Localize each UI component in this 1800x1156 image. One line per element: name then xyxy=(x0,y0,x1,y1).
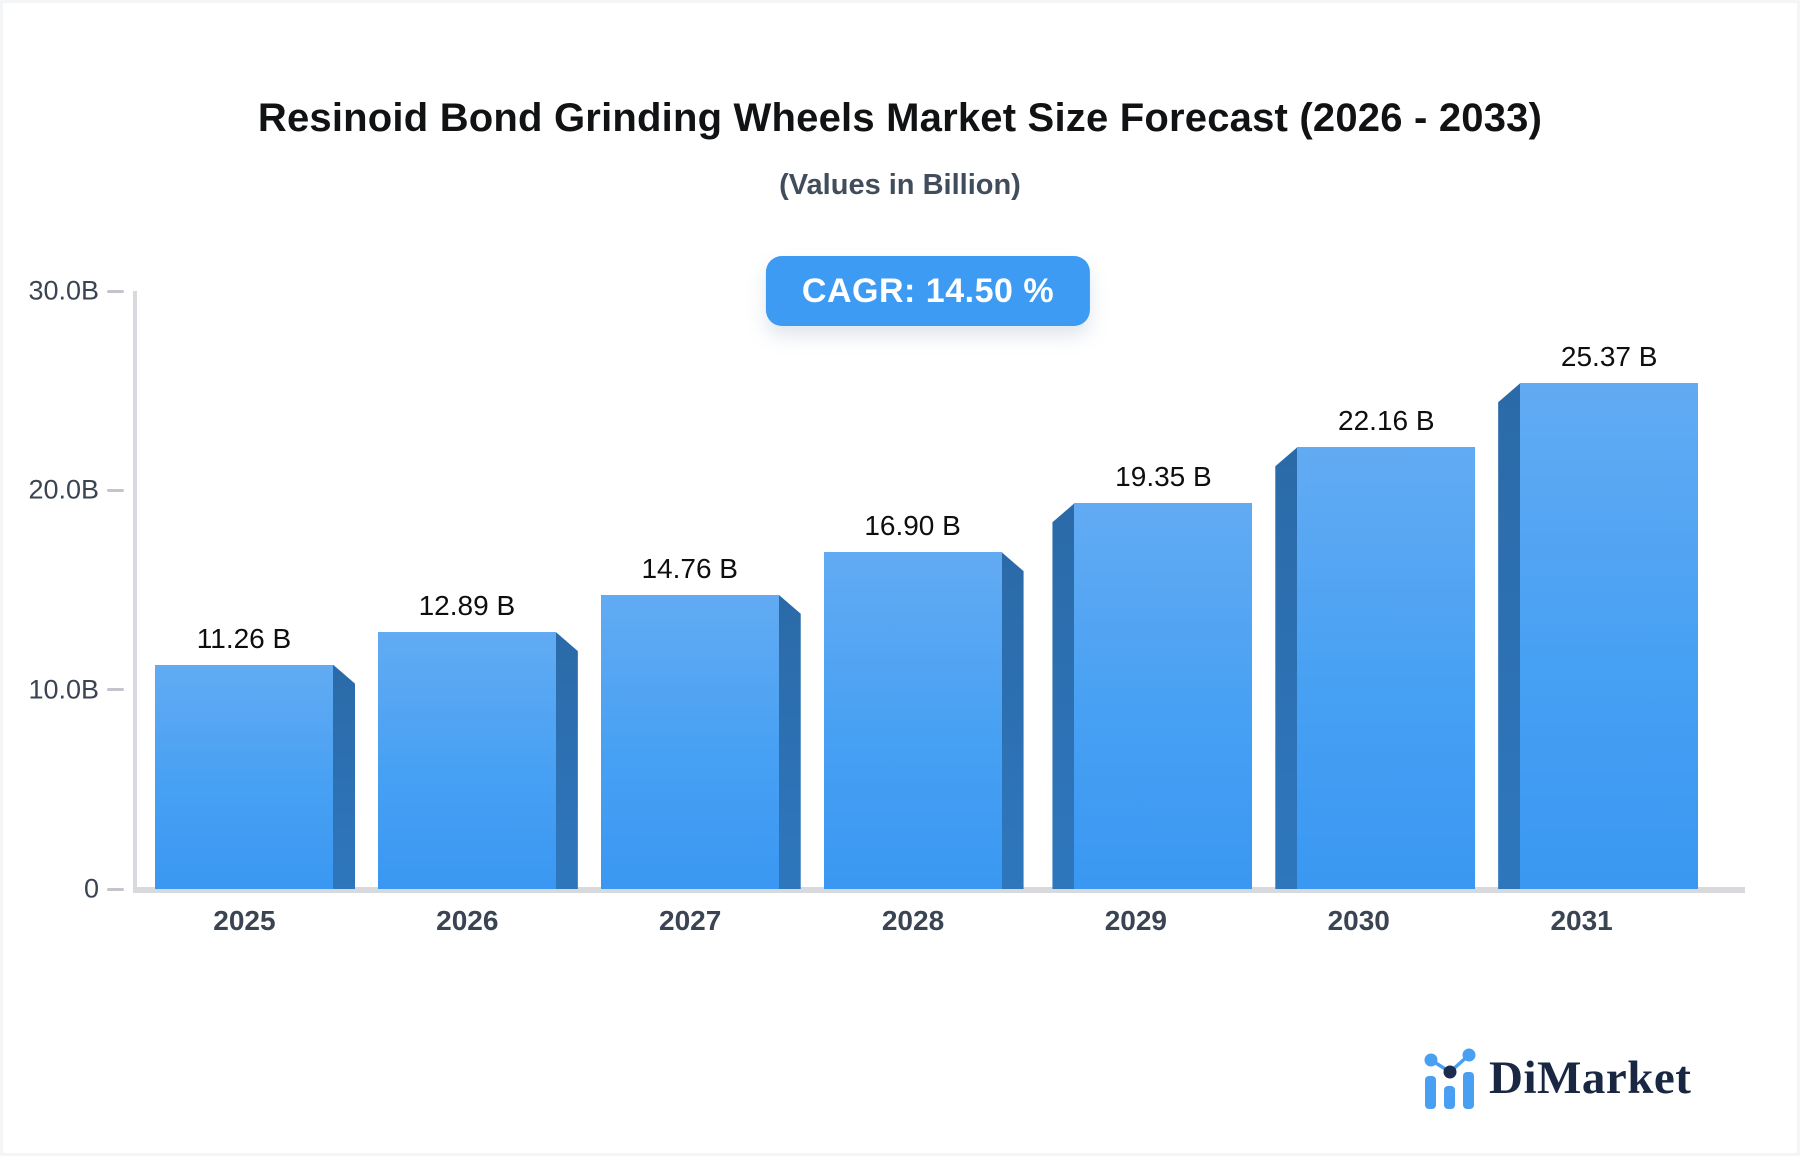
bar-chart-logo-icon xyxy=(1424,1048,1476,1109)
bar-side-face xyxy=(1001,552,1024,889)
bar-side-face xyxy=(333,664,355,889)
y-tick-mark xyxy=(107,488,124,492)
chart-subtitle: (Values in Billion) xyxy=(779,169,1021,201)
bar-value-label: 12.89 B xyxy=(418,590,516,622)
bar-column: 11.26 B xyxy=(133,291,356,889)
bar-column: 16.90 B xyxy=(802,291,1025,889)
bar-column: 22.16 B xyxy=(1247,291,1476,889)
y-axis-line xyxy=(133,291,137,889)
x-category-label: 2028 xyxy=(881,905,945,936)
cagr-badge: CAGR: 14.50 % xyxy=(765,256,1091,326)
brand-logo: DiMarket xyxy=(1423,1041,1691,1115)
bar-side-face xyxy=(1498,383,1521,889)
bar-front-face xyxy=(377,632,556,889)
bar-value-label: 19.35 B xyxy=(1115,461,1212,493)
x-category-label: 2029 xyxy=(1104,905,1168,936)
brand-logo-text: DiMarket xyxy=(1489,1052,1692,1104)
bar-side-face xyxy=(1052,503,1075,889)
bar-side-face xyxy=(555,632,578,889)
bar-value-label: 16.90 B xyxy=(864,510,961,542)
bar-value-label: 22.16 B xyxy=(1338,405,1435,437)
bar-column: 12.89 B xyxy=(356,291,579,889)
bar-column: 25.37 B xyxy=(1470,291,1699,889)
bar-value-label: 14.76 B xyxy=(641,552,738,584)
y-tick-mark xyxy=(107,688,124,692)
x-category-label: 2027 xyxy=(659,905,722,936)
x-axis-line xyxy=(133,887,1745,893)
y-tick-label: 20.0B xyxy=(28,474,99,505)
y-tick-mark xyxy=(107,289,124,293)
bar-column: 19.35 B xyxy=(1024,291,1253,889)
bar-front-face xyxy=(600,594,779,889)
y-tick-mark xyxy=(107,887,124,891)
bar-side-face xyxy=(1275,447,1298,889)
x-category-label: 2030 xyxy=(1327,905,1390,936)
cagr-badge-label: CAGR: 14.50 % xyxy=(801,272,1055,310)
bar-front-face xyxy=(1520,383,1699,889)
x-category-label: 2026 xyxy=(436,905,499,936)
bar-value-label: 11.26 B xyxy=(196,622,292,654)
x-category-label: 2031 xyxy=(1550,905,1613,936)
x-category-label: 2025 xyxy=(213,905,276,936)
bar-front-face xyxy=(155,664,333,889)
y-tick-label: 10.0B xyxy=(28,674,99,705)
bar-front-face xyxy=(1074,503,1253,889)
bar-column: 14.76 B xyxy=(579,291,802,889)
y-tick-label: 30.0B xyxy=(28,275,99,306)
chart-title: Resinoid Bond Grinding Wheels Market Siz… xyxy=(257,96,1543,140)
bar-front-face xyxy=(1297,447,1476,889)
bar-value-label: 25.37 B xyxy=(1560,341,1658,373)
y-tick-label: 0 xyxy=(83,873,99,904)
bar-side-face xyxy=(778,594,801,889)
bar-front-face xyxy=(823,552,1002,889)
